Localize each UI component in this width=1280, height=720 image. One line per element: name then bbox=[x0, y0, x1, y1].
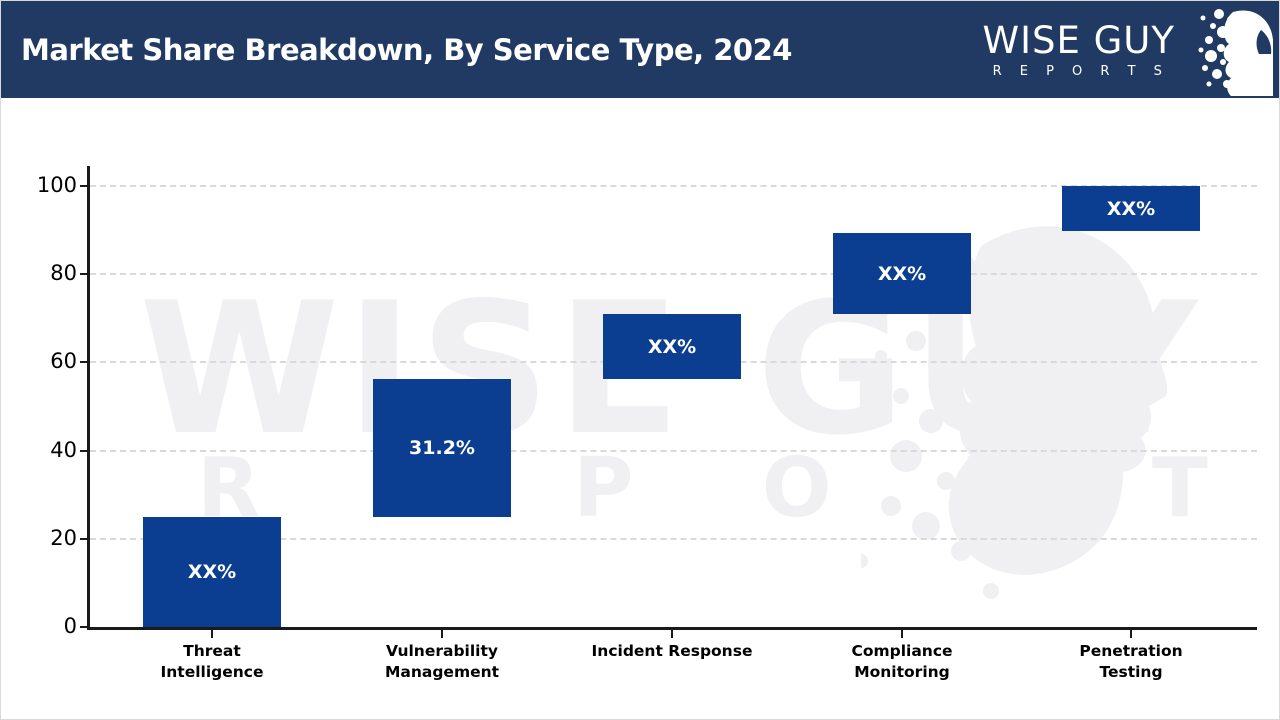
bar-value-label: 31.2% bbox=[409, 436, 475, 459]
x-tick-mark bbox=[671, 628, 673, 638]
bar: XX% bbox=[143, 516, 281, 627]
bar-value-label: XX% bbox=[1106, 197, 1156, 220]
logo-subtitle: R E P O R T S bbox=[992, 63, 1169, 79]
x-axis-line bbox=[87, 627, 1257, 630]
y-tick-mark bbox=[80, 361, 89, 364]
y-tick-label: 20 bbox=[50, 525, 77, 550]
y-tick-label: 100 bbox=[36, 173, 77, 197]
x-category-label: Incident Response bbox=[591, 642, 753, 660]
y-tick-label: 40 bbox=[50, 437, 77, 462]
chart-title: Market Share Breakdown, By Service Type,… bbox=[21, 32, 792, 67]
bar: 31.2% bbox=[373, 379, 511, 517]
y-gridline bbox=[90, 273, 1257, 276]
bar-value-label: XX% bbox=[877, 262, 927, 285]
bar-value-label: XX% bbox=[647, 335, 697, 358]
x-tick-mark bbox=[901, 628, 903, 638]
bar-value-label: XX% bbox=[187, 560, 237, 583]
y-tick-mark bbox=[80, 449, 89, 452]
y-gridline bbox=[90, 185, 1257, 187]
logo-head-icon bbox=[1198, 8, 1273, 96]
x-category-label: Threat Intelligence bbox=[160, 642, 264, 681]
y-tick-label: 0 bbox=[63, 614, 77, 638]
logo-wordmark: WISE GUY bbox=[982, 18, 1175, 62]
y-gridline bbox=[90, 537, 1257, 540]
y-gridline bbox=[90, 449, 1257, 452]
y-tick-label: 60 bbox=[50, 349, 77, 374]
bar: XX% bbox=[833, 233, 971, 314]
x-tick-mark bbox=[1130, 628, 1132, 638]
y-tick-mark bbox=[80, 273, 89, 276]
y-tick-label: 80 bbox=[50, 261, 77, 286]
x-category-label: Penetration Testing bbox=[1079, 642, 1183, 681]
logo-text: WISE GUY R E P O R T S bbox=[983, 22, 1175, 78]
x-category-label: Vulnerability Management bbox=[384, 642, 500, 681]
bar: XX% bbox=[603, 313, 741, 380]
y-axis-line bbox=[87, 166, 90, 629]
x-category-label: Compliance Monitoring bbox=[851, 642, 953, 681]
y-tick-mark bbox=[80, 537, 89, 540]
header-bar: Market Share Breakdown, By Service Type,… bbox=[1, 1, 1279, 98]
x-tick-mark bbox=[441, 628, 443, 638]
wise-guy-reports-logo: WISE GUY R E P O R T S bbox=[983, 4, 1275, 96]
y-tick-mark bbox=[80, 185, 89, 187]
bar: XX% bbox=[1062, 186, 1200, 232]
x-tick-mark bbox=[211, 628, 213, 638]
y-tick-mark bbox=[80, 626, 89, 628]
watermark-head-icon bbox=[861, 226, 1168, 599]
